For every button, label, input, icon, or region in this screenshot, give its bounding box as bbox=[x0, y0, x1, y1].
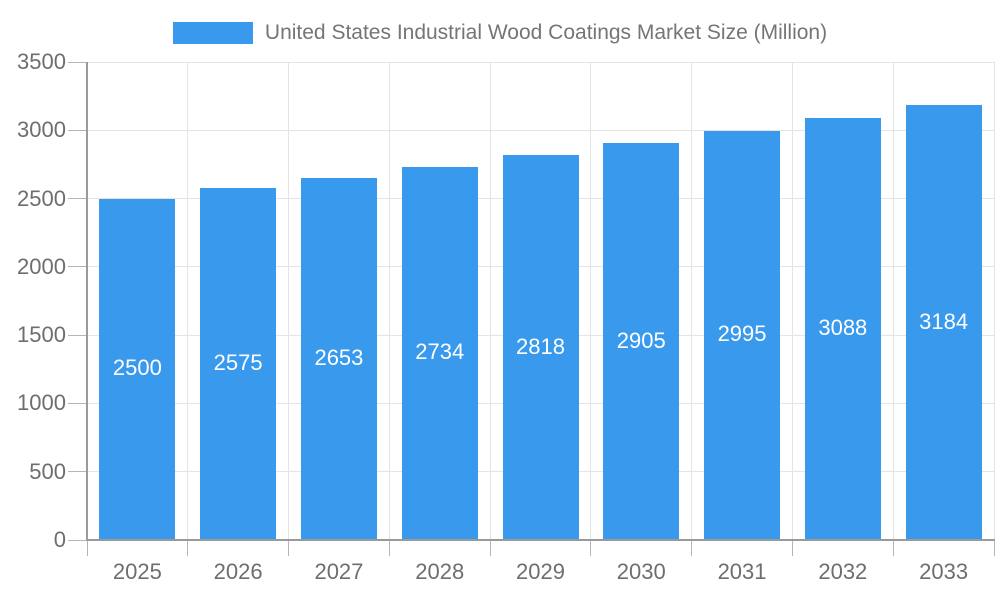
bar-value-label: 2734 bbox=[415, 339, 465, 365]
bar bbox=[704, 130, 781, 540]
x-gridline bbox=[993, 62, 995, 540]
bar bbox=[905, 105, 982, 540]
y-tick-label: 1500 bbox=[17, 322, 66, 348]
bar bbox=[502, 155, 579, 540]
x-gridline bbox=[187, 62, 189, 540]
x-tick bbox=[288, 540, 290, 556]
bar-value-label: 3088 bbox=[818, 315, 868, 341]
x-axis-line bbox=[86, 539, 995, 541]
x-tick bbox=[489, 540, 491, 556]
x-tick bbox=[388, 540, 390, 556]
y-tick bbox=[68, 334, 87, 336]
x-tick-label: 2025 bbox=[112, 559, 162, 584]
bar bbox=[603, 143, 680, 540]
y-tick-label: 2000 bbox=[17, 253, 66, 279]
x-tick bbox=[892, 540, 894, 556]
legend-label: United States Industrial Wood Coatings M… bbox=[264, 21, 828, 44]
x-tick bbox=[791, 540, 793, 556]
bar bbox=[300, 177, 377, 540]
x-tick-label: 2026 bbox=[213, 559, 263, 584]
x-tick bbox=[590, 540, 592, 556]
y-tick-label: 0 bbox=[53, 527, 66, 552]
bar-value-label: 2905 bbox=[616, 327, 666, 353]
bar-value-label: 2653 bbox=[314, 344, 364, 370]
x-tick-label: 2032 bbox=[818, 559, 868, 584]
x-tick-label: 2028 bbox=[415, 559, 465, 584]
y-tick bbox=[68, 129, 87, 131]
y-tick-label: 2500 bbox=[17, 185, 66, 211]
x-gridline bbox=[590, 62, 592, 540]
bar-value-label: 2818 bbox=[516, 333, 565, 359]
x-tick-label: 2029 bbox=[516, 559, 565, 584]
bar bbox=[401, 166, 478, 540]
y-tick bbox=[68, 539, 87, 541]
x-gridline bbox=[892, 62, 894, 540]
bar bbox=[200, 188, 277, 540]
y-tick-label: 500 bbox=[29, 458, 66, 484]
y-tick bbox=[68, 61, 87, 63]
x-tick-label: 2031 bbox=[717, 559, 767, 584]
x-tick bbox=[993, 540, 995, 556]
x-tick-label: 2030 bbox=[616, 559, 666, 584]
bar bbox=[804, 118, 881, 540]
y-gridline bbox=[87, 129, 994, 131]
y-axis-line bbox=[86, 62, 88, 540]
x-gridline bbox=[388, 62, 390, 540]
bar bbox=[99, 198, 176, 540]
x-tick-label: 2027 bbox=[314, 559, 364, 584]
y-tick bbox=[68, 402, 87, 404]
y-tick bbox=[68, 198, 87, 200]
x-tick bbox=[691, 540, 693, 556]
legend-swatch bbox=[172, 22, 253, 44]
y-tick-label: 3000 bbox=[17, 117, 66, 143]
x-gridline bbox=[791, 62, 793, 540]
bar-value-label: 3184 bbox=[919, 308, 969, 334]
y-tick bbox=[68, 471, 87, 473]
x-tick bbox=[187, 540, 189, 556]
x-gridline bbox=[489, 62, 491, 540]
bar-value-label: 2995 bbox=[717, 321, 767, 347]
x-gridline bbox=[691, 62, 693, 540]
y-tick bbox=[68, 266, 87, 268]
bar-value-label: 2500 bbox=[112, 355, 162, 381]
x-tick bbox=[86, 540, 88, 556]
y-gridline bbox=[87, 61, 994, 63]
legend: United States Industrial Wood Coatings M… bbox=[0, 21, 1000, 45]
x-tick-label: 2033 bbox=[919, 559, 969, 584]
y-tick-label: 3500 bbox=[17, 49, 66, 74]
bar-value-label: 2575 bbox=[213, 350, 263, 376]
y-tick-label: 1000 bbox=[17, 390, 66, 416]
x-gridline bbox=[288, 62, 290, 540]
